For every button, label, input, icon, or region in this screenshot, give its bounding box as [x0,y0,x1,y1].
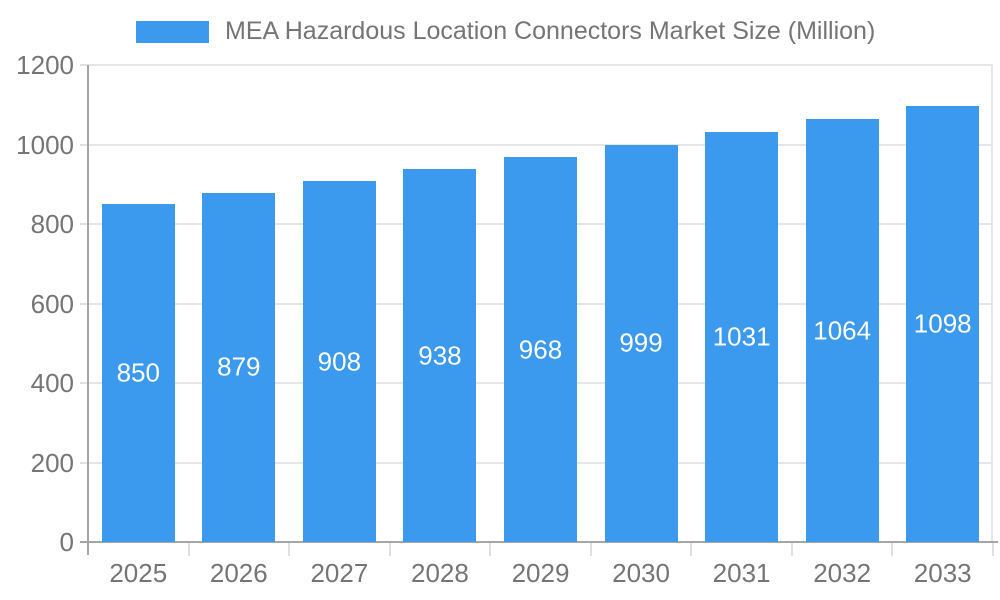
x-tick [790,542,793,556]
bar-value-label: 1064 [813,315,872,346]
bar: 850 [101,204,175,542]
x-tick [992,542,994,556]
y-axis-line [87,65,89,555]
bar: 968 [504,157,577,542]
x-tick-label: 2028 [411,558,469,588]
y-tick [80,143,88,146]
plot-area: 0 200 400 600 800 1000 1200 850 879 908 938 968 999 1… [16,50,998,588]
x-tick-label: 2031 [712,558,771,588]
bar: 879 [202,192,276,542]
bar: 999 [604,144,678,542]
x-axis-line [80,541,998,543]
x-tick [288,542,291,556]
x-tick [489,542,492,556]
y-tick [80,64,88,66]
bar-value-label: 1098 [913,308,972,339]
plot-right-border [991,65,993,542]
bar-value-label: 850 [116,357,160,388]
bar-value-label: 968 [518,334,563,365]
bar-value-label: 938 [418,340,462,371]
bar-value-label: 908 [317,346,362,377]
x-tick-label: 2026 [209,558,268,588]
bar-value-label: 879 [217,351,261,382]
y-tick-label: 600 [30,288,74,319]
x-tick-label: 2027 [310,558,369,588]
y-tick-label: 1200 [16,50,74,80]
legend-label: MEA Hazardous Location Connectors Market… [225,17,876,45]
y-tick-label: 400 [30,368,74,398]
x-tick [589,542,592,556]
chart-legend: MEA Hazardous Location Connectors Market… [136,17,875,46]
bar-value-label: 1031 [712,321,771,352]
bar-value-label: 999 [619,327,663,358]
x-tick-label: 2029 [511,558,570,588]
y-tick [80,382,88,384]
y-tick-label: 1000 [16,129,74,160]
gridline [88,143,993,146]
y-tick [80,223,88,225]
x-tick [388,542,391,556]
legend-swatch [136,20,209,43]
x-tick [187,542,190,556]
y-tick [80,302,88,305]
bar: 1098 [906,105,980,542]
y-tick [80,461,88,464]
x-tick-label: 2025 [109,558,168,588]
x-tick [891,542,894,556]
x-tick-label: 2033 [913,558,972,588]
bar: 908 [302,181,376,542]
gridline [88,64,993,66]
y-tick-label: 200 [30,447,74,478]
x-tick-label: 2030 [612,558,670,588]
y-tick-label: 800 [30,209,74,239]
y-tick-label: 0 [59,527,74,557]
x-tick-label: 2032 [813,558,872,588]
bar: 1064 [805,119,879,542]
bar: 1031 [705,132,779,542]
bar: 938 [403,169,477,542]
x-tick [690,542,693,556]
